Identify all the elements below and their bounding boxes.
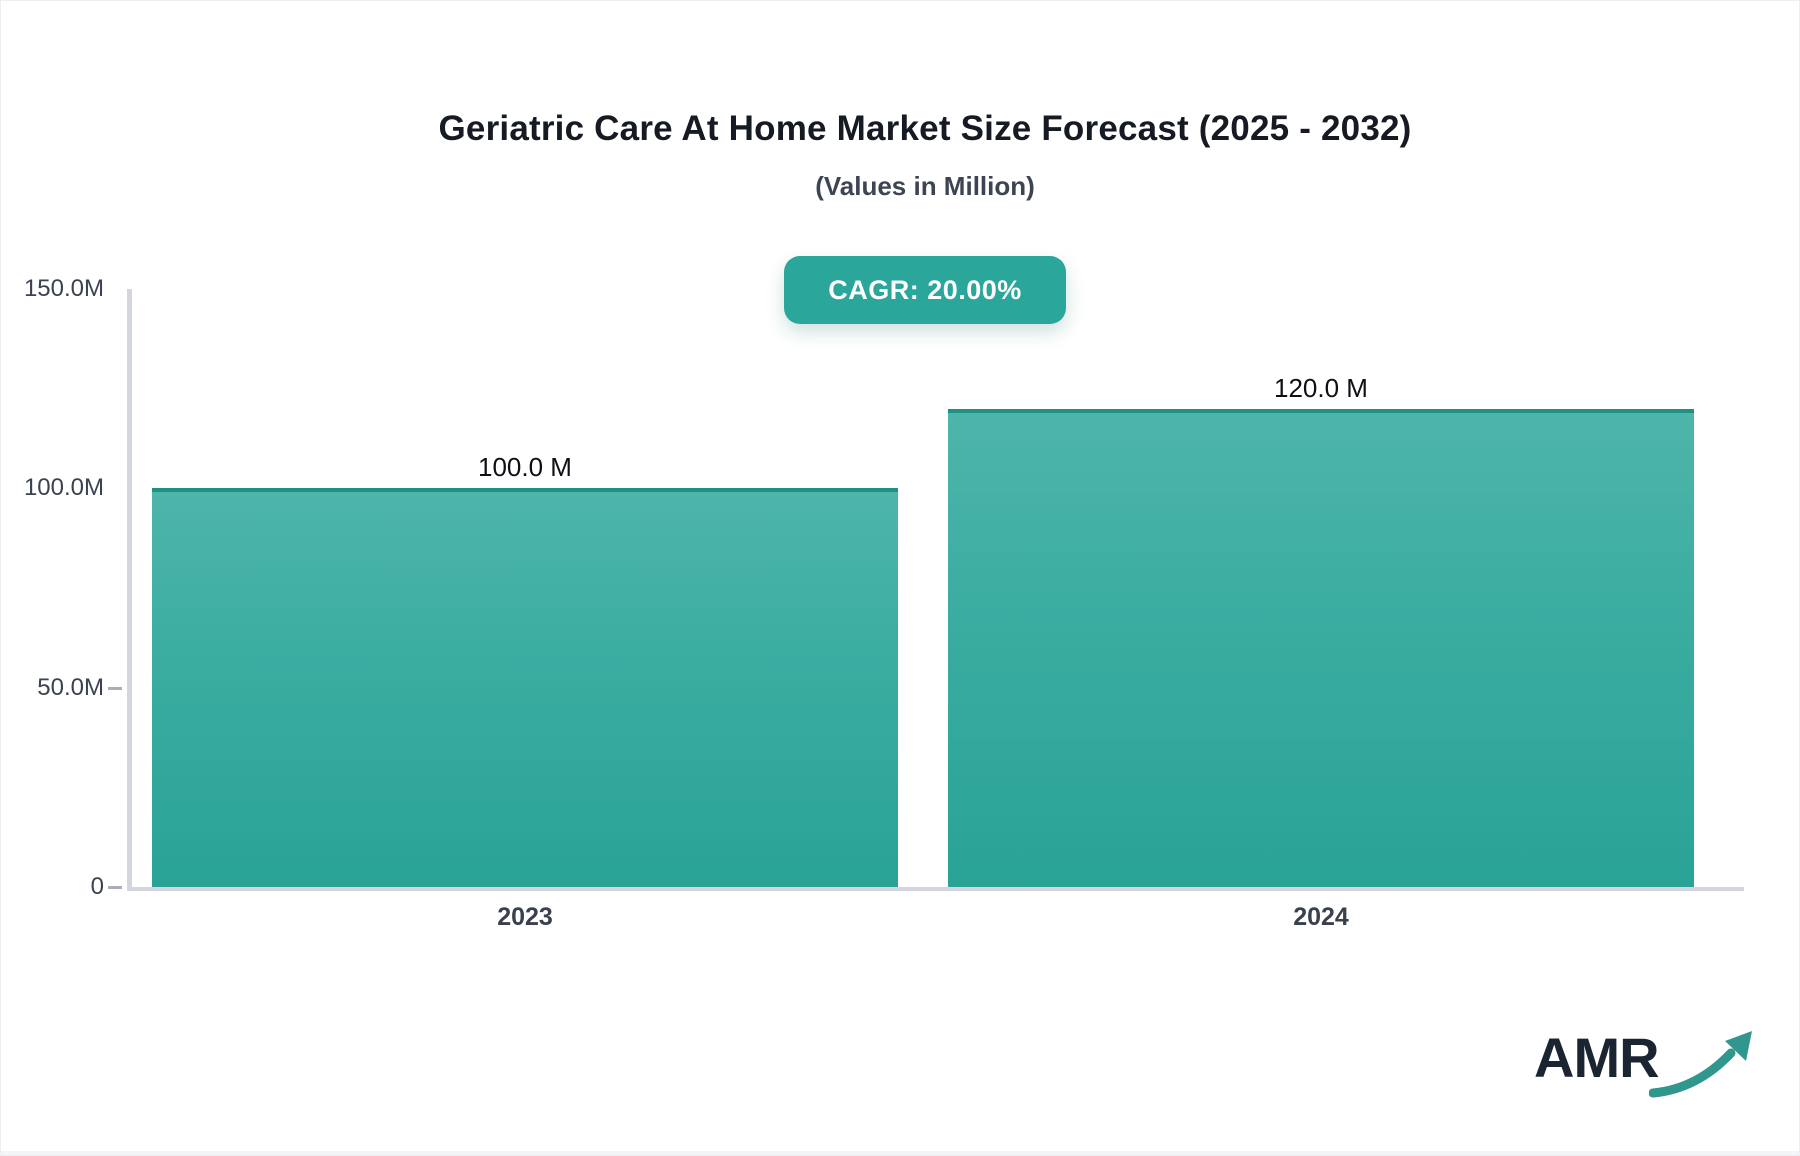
amr-logo-text: AMR bbox=[1534, 1026, 1660, 1089]
page-subtitle: (Values in Million) bbox=[815, 171, 1035, 201]
growth-arrow-icon bbox=[1648, 1031, 1752, 1098]
plot-area: 100.0 M 2023 120.0 M 2024 bbox=[127, 289, 1744, 931]
x-axis-label: 2024 bbox=[1293, 903, 1349, 931]
y-tick-label: 0 bbox=[90, 873, 104, 900]
bar-2024[interactable] bbox=[948, 409, 1694, 887]
x-axis-line bbox=[127, 887, 1744, 891]
y-tick-label: 50.0M bbox=[37, 673, 104, 701]
y-tick-label: 150.0M bbox=[23, 275, 104, 302]
y-axis-line bbox=[127, 289, 132, 889]
bar-value-label: 120.0 M bbox=[1274, 373, 1368, 403]
bottom-divider bbox=[1, 1151, 1799, 1155]
bar-2023[interactable] bbox=[152, 488, 898, 887]
y-tick-label: 100.0M bbox=[23, 474, 104, 502]
bar-value-label: 100.0 M bbox=[478, 452, 572, 482]
cagr-badge: CAGR: 20.00% bbox=[784, 256, 1066, 324]
y-tick-mark bbox=[108, 686, 122, 690]
amr-logo: AMR bbox=[1534, 1027, 1754, 1099]
badge-row: CAGR: 20.00% bbox=[51, 256, 1799, 324]
x-axis-label: 2023 bbox=[497, 903, 553, 931]
y-tick-mark bbox=[108, 886, 122, 889]
page-title: Geriatric Care At Home Market Size Forec… bbox=[438, 109, 1412, 148]
